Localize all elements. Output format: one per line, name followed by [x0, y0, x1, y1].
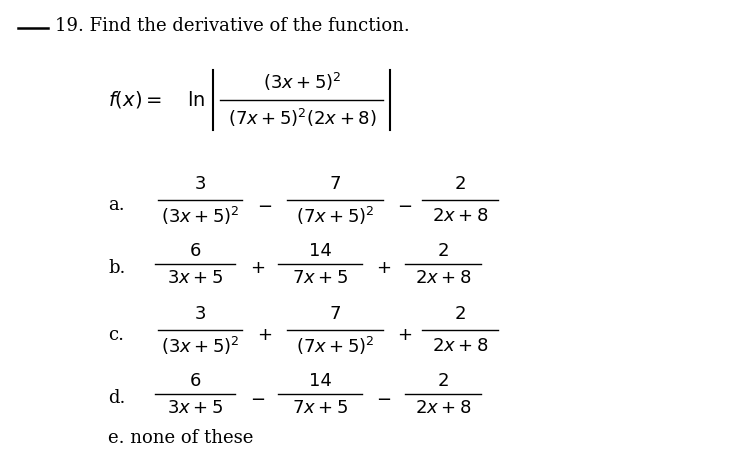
Text: c.: c. [108, 326, 124, 344]
Text: 7: 7 [329, 305, 341, 323]
Text: e. none of these: e. none of these [108, 429, 253, 447]
Text: $2x+8$: $2x+8$ [432, 337, 488, 355]
Text: 6: 6 [190, 372, 201, 390]
Text: 19. Find the derivative of the function.: 19. Find the derivative of the function. [55, 17, 410, 35]
Text: $-$: $-$ [397, 196, 413, 214]
Text: 3: 3 [194, 305, 206, 323]
Text: 7: 7 [329, 175, 341, 193]
Text: a.: a. [108, 196, 125, 214]
Text: $2x+8$: $2x+8$ [415, 399, 472, 417]
Text: 2: 2 [437, 242, 449, 260]
Text: $-$: $-$ [250, 389, 265, 407]
Text: $7x+5$: $7x+5$ [292, 399, 348, 417]
Text: $2x+8$: $2x+8$ [432, 207, 488, 225]
Text: $2x+8$: $2x+8$ [415, 269, 472, 287]
Text: $(3x+5)^2$: $(3x+5)^2$ [161, 205, 239, 227]
Text: d.: d. [108, 389, 126, 407]
Text: $+$: $+$ [377, 259, 392, 277]
Text: $(7x+5)^2$: $(7x+5)^2$ [296, 205, 374, 227]
Text: $3x+5$: $3x+5$ [167, 269, 223, 287]
Text: $7x+5$: $7x+5$ [292, 269, 348, 287]
Text: 2: 2 [454, 175, 465, 193]
Text: 3: 3 [194, 175, 206, 193]
Text: $3x+5$: $3x+5$ [167, 399, 223, 417]
Text: 14: 14 [308, 372, 332, 390]
Text: $(3x+5)^2$: $(3x+5)^2$ [262, 71, 341, 93]
Text: 2: 2 [437, 372, 449, 390]
Text: $+$: $+$ [250, 259, 265, 277]
Text: $(3x+5)^2$: $(3x+5)^2$ [161, 335, 239, 357]
Text: $\mathrm{ln}$: $\mathrm{ln}$ [187, 90, 205, 110]
Text: 14: 14 [308, 242, 332, 260]
Text: $f(x)=$: $f(x)=$ [108, 89, 162, 111]
Text: $+$: $+$ [398, 326, 413, 344]
Text: $(7x+5)^2(2x+8)$: $(7x+5)^2(2x+8)$ [228, 107, 376, 129]
Text: 2: 2 [454, 305, 465, 323]
Text: $+$: $+$ [257, 326, 272, 344]
Text: $-$: $-$ [257, 196, 272, 214]
Text: $-$: $-$ [377, 389, 392, 407]
Text: b.: b. [108, 259, 126, 277]
Text: $(7x+5)^2$: $(7x+5)^2$ [296, 335, 374, 357]
Text: 6: 6 [190, 242, 201, 260]
